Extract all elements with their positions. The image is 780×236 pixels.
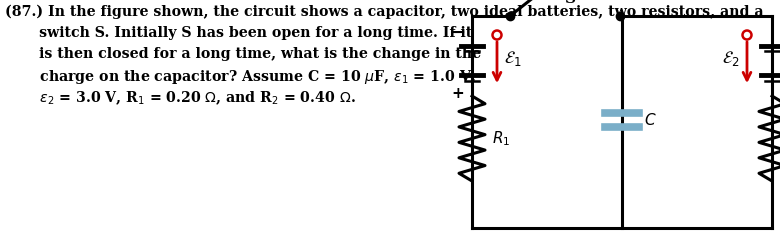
Text: is then closed for a long time, what is the change in the: is then closed for a long time, what is … [5,47,481,61]
Text: −: − [450,24,466,42]
Text: $\mathcal{E}_1$: $\mathcal{E}_1$ [504,49,522,68]
Text: $\mathcal{E}_2$: $\mathcal{E}_2$ [722,49,740,68]
Text: charge on the capacitor? Assume C = 10 $\mu$F, $\varepsilon_1$ = 1.0 V,: charge on the capacitor? Assume C = 10 $… [5,68,476,86]
Text: switch S. Initially S has been open for a long time. If it: switch S. Initially S has been open for … [5,26,472,40]
Text: $R_1$: $R_1$ [492,129,510,148]
Text: (87.) In the figure shown, the circuit shows a capacitor, two ideal batteries, t: (87.) In the figure shown, the circuit s… [5,5,764,19]
Text: $C$: $C$ [644,112,657,128]
Text: +: + [452,86,464,101]
Text: $\varepsilon_2$ = 3.0 V, R$_1$ = 0.20 $\Omega$, and R$_2$ = 0.40 $\Omega$.: $\varepsilon_2$ = 3.0 V, R$_1$ = 0.20 $\… [5,89,356,107]
Text: S: S [565,0,576,6]
